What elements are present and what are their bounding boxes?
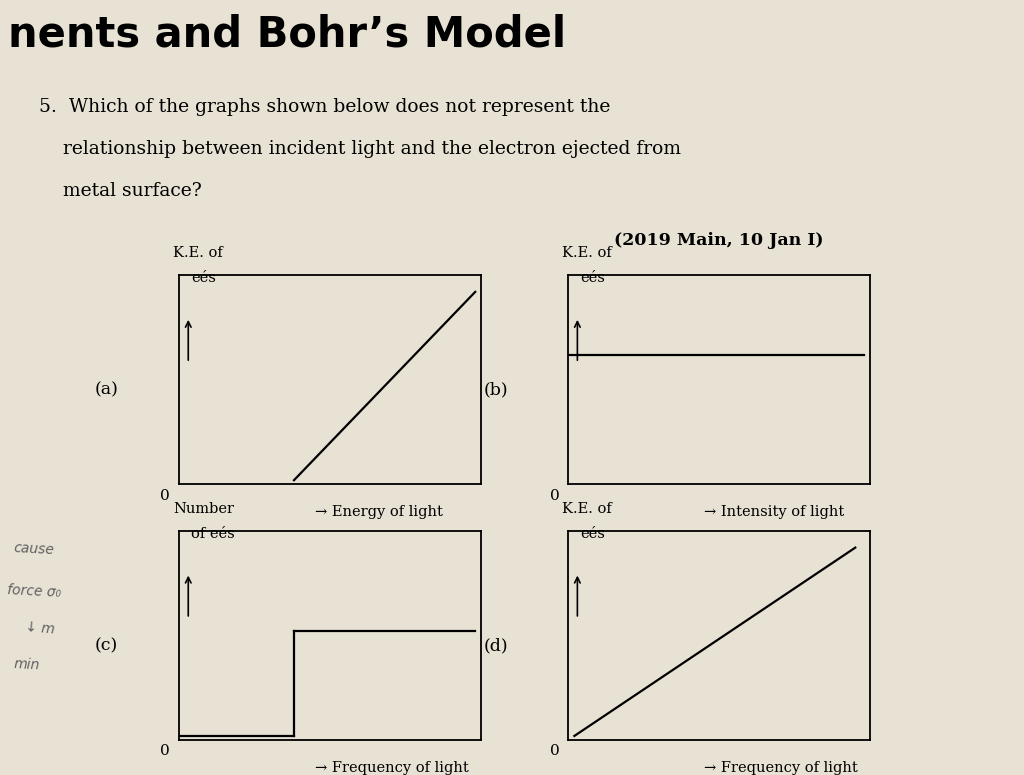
Text: eés: eés — [191, 271, 216, 285]
Text: eés: eés — [581, 271, 605, 285]
Text: Number: Number — [173, 501, 234, 515]
Text: min: min — [13, 657, 40, 673]
Text: 0: 0 — [550, 744, 559, 758]
Text: 0: 0 — [161, 744, 170, 758]
Text: (b): (b) — [483, 382, 508, 398]
Text: relationship between incident light and the electron ejected from: relationship between incident light and … — [39, 140, 681, 158]
Text: (a): (a) — [94, 382, 119, 398]
Text: K.E. of: K.E. of — [562, 501, 612, 515]
Text: 0: 0 — [550, 488, 559, 502]
Text: → Frequency of light: → Frequency of light — [315, 761, 469, 775]
Text: K.E. of: K.E. of — [173, 246, 223, 260]
Text: (2019 Main, 10 Jan I): (2019 Main, 10 Jan I) — [614, 232, 824, 249]
Text: metal surface?: metal surface? — [39, 182, 202, 200]
Text: 5.  Which of the graphs shown below does not represent the: 5. Which of the graphs shown below does … — [39, 98, 610, 116]
Text: (c): (c) — [94, 638, 118, 654]
Text: 0: 0 — [161, 488, 170, 502]
Text: force σ₀: force σ₀ — [6, 583, 61, 600]
Text: of eés: of eés — [191, 527, 236, 541]
Text: eés: eés — [581, 527, 605, 541]
Text: K.E. of: K.E. of — [562, 246, 612, 260]
Text: nents and Bohr’s Model: nents and Bohr’s Model — [8, 14, 566, 56]
Text: → Intensity of light: → Intensity of light — [705, 505, 845, 519]
Text: → Energy of light: → Energy of light — [315, 505, 443, 519]
Text: cause: cause — [13, 541, 54, 556]
Text: → Frequency of light: → Frequency of light — [705, 761, 858, 775]
Text: ↓ m: ↓ m — [25, 620, 55, 636]
Text: (d): (d) — [483, 638, 508, 654]
